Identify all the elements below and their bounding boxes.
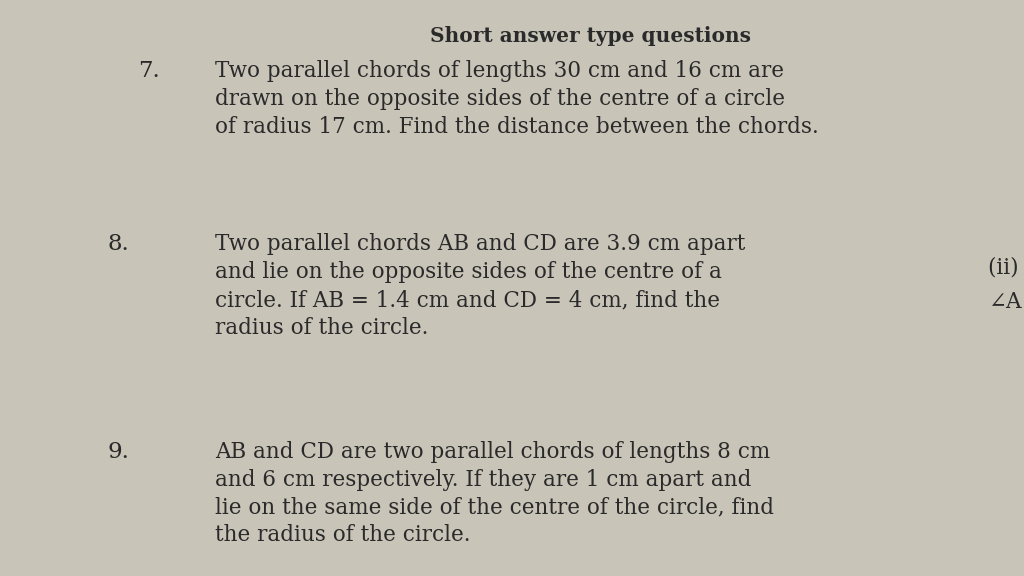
- Text: Short answer type questions: Short answer type questions: [430, 26, 751, 46]
- Text: ∠A: ∠A: [988, 291, 1022, 313]
- Text: 7.: 7.: [138, 60, 160, 82]
- Text: 9.: 9.: [108, 441, 129, 463]
- Text: 8.: 8.: [108, 233, 129, 255]
- Text: Two parallel chords of lengths 30 cm and 16 cm are
drawn on the opposite sides o: Two parallel chords of lengths 30 cm and…: [215, 60, 819, 138]
- Text: AB and CD are two parallel chords of lengths 8 cm
and 6 cm respectively. If they: AB and CD are two parallel chords of len…: [215, 441, 774, 547]
- Text: (ii) I: (ii) I: [988, 256, 1024, 278]
- Text: Two parallel chords AB and CD are 3.9 cm apart
and lie on the opposite sides of : Two parallel chords AB and CD are 3.9 cm…: [215, 233, 745, 339]
